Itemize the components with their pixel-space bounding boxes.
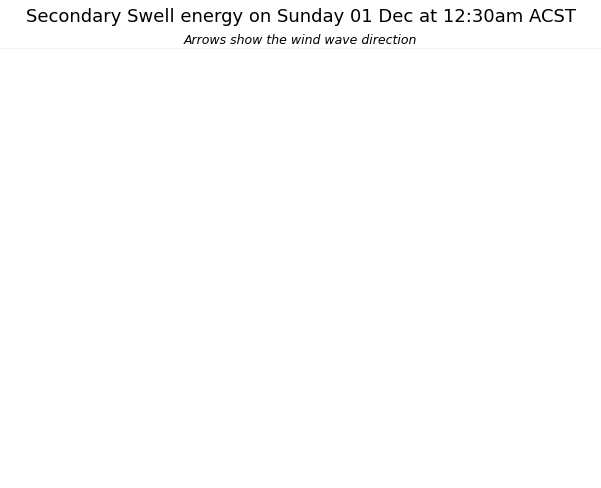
Text: Secondary Swell energy on Sunday 01 Dec at 12:30am ACST: Secondary Swell energy on Sunday 01 Dec … <box>25 8 576 26</box>
Text: Arrows show the wind wave direction: Arrows show the wind wave direction <box>184 34 417 46</box>
